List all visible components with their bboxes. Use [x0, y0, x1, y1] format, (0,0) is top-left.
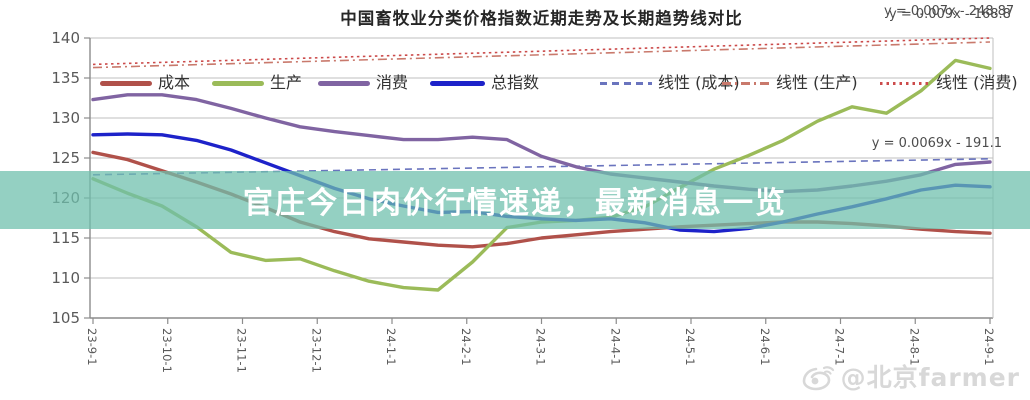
linear-cost-swatch [600, 81, 652, 85]
linear-consumption-swatch [880, 81, 930, 85]
cost-line-swatch [100, 80, 152, 86]
svg-text:140: 140 [51, 29, 80, 47]
svg-text:23-10-1: 23-10-1 [160, 328, 174, 373]
svg-text:24-6-1: 24-6-1 [758, 328, 772, 366]
svg-text:130: 130 [51, 109, 80, 127]
legend-label-total-index: 总指数 [491, 73, 540, 92]
svg-text:23-9-1: 23-9-1 [85, 328, 99, 366]
watermark-text: @北京farmer [840, 363, 1020, 392]
legend-label-cost: 成本 [158, 73, 191, 92]
watermark: @北京farmer [802, 358, 1020, 394]
legend-item-total-index: 总指数 [430, 72, 539, 94]
chart-title: 中国畜牧业分类价格指数近期走势及长期趋势线对比 [340, 9, 743, 28]
consumption-line-swatch [318, 80, 370, 86]
legend-item-production: 生产 [212, 72, 302, 94]
total-index-line-swatch [430, 80, 485, 86]
svg-text:135: 135 [51, 69, 80, 87]
production-line-swatch [212, 80, 264, 86]
legend-item-consumption: 消费 [318, 72, 408, 94]
legend-label-consumption: 消费 [376, 73, 409, 92]
trendline-equation-overlap-2: y = 0.009x - 168.8 [889, 7, 1011, 22]
svg-text:24-1-1: 24-1-1 [384, 328, 398, 366]
linear-production-swatch [722, 81, 770, 85]
svg-text:115: 115 [51, 229, 80, 247]
trendline-equation-cost: y = 0.0069x - 191.1 [871, 136, 1002, 151]
svg-text:125: 125 [51, 149, 80, 167]
legend-item-cost: 成本 [100, 72, 190, 94]
svg-text:110: 110 [51, 269, 80, 287]
legend-item-linear-consumption: 线性 (消费) [880, 72, 1018, 94]
svg-text:23-11-1: 23-11-1 [235, 328, 249, 373]
legend-label-linear-consumption: 线性 (消费) [936, 73, 1018, 92]
svg-text:24-9-1: 24-9-1 [982, 328, 996, 366]
headline-overlay-banner: 官庄今日肉价行情速递，最新消息一览 [0, 171, 1030, 229]
trendline-equation-overlap-1: y = 0.007x - 248.87 [884, 4, 1015, 19]
legend-item-linear-production: 线性 (生产) [722, 72, 858, 94]
headline-text: 官庄今日肉价行情速递，最新消息一览 [243, 186, 787, 221]
legend-label-linear-production: 线性 (生产) [776, 73, 858, 92]
svg-text:24-2-1: 24-2-1 [459, 328, 473, 366]
svg-text:24-5-1: 24-5-1 [683, 328, 697, 366]
svg-text:23-12-1: 23-12-1 [309, 328, 323, 373]
svg-text:24-4-1: 24-4-1 [608, 328, 622, 366]
svg-text:105: 105 [51, 309, 80, 327]
svg-text:24-8-1: 24-8-1 [907, 328, 921, 366]
svg-text:24-3-1: 24-3-1 [534, 328, 548, 366]
legend-item-linear-cost: 线性 (成本) [600, 72, 740, 94]
legend-label-linear-cost: 线性 (成本) [658, 73, 740, 92]
weibo-eye-icon [802, 366, 834, 391]
svg-text:24-7-1: 24-7-1 [833, 328, 847, 366]
legend-label-production: 生产 [270, 73, 303, 92]
chart-legend: 成本 生产 消费 总指数 线性 (成本) 线性 (生产) 线性 (消费) [0, 72, 1030, 94]
